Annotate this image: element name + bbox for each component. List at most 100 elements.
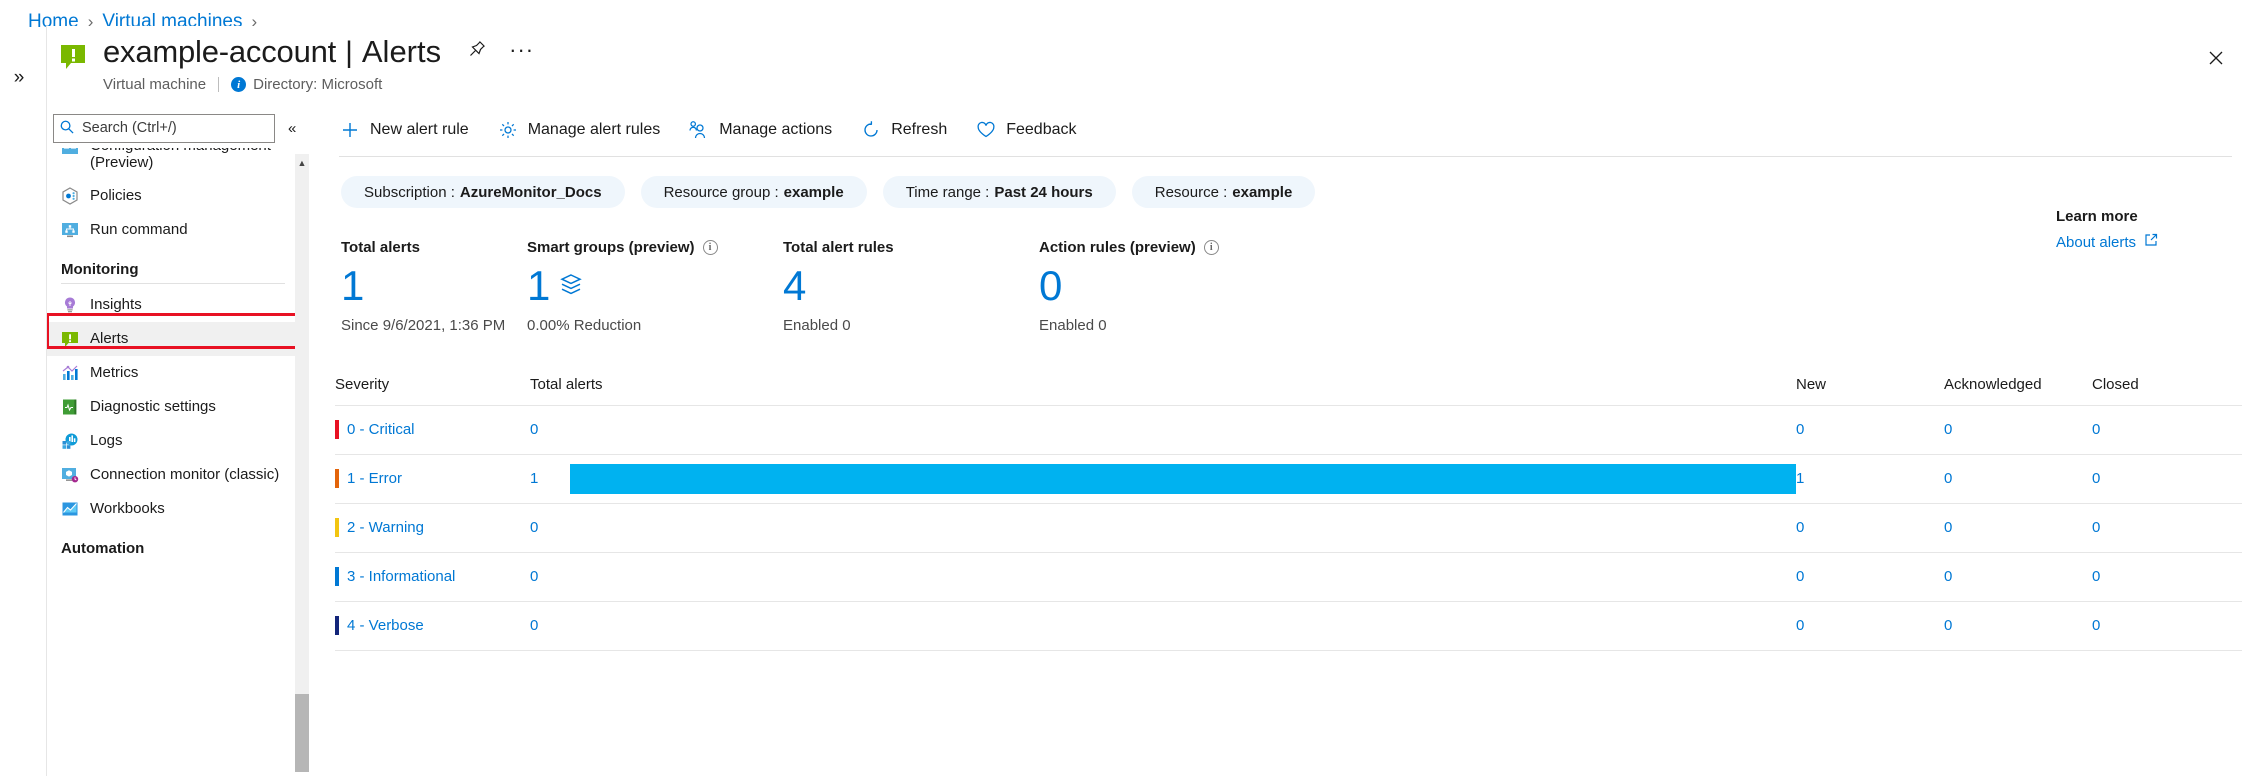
card-value[interactable]: 0	[1039, 262, 1063, 309]
severity-color-chip	[335, 469, 339, 489]
breadcrumb-separator-trailing: ›	[251, 12, 258, 31]
table-row[interactable]: 1 - Error 1 1 0 0	[335, 455, 2242, 504]
new-value[interactable]: 1	[1796, 469, 1805, 487]
search-icon	[56, 116, 80, 140]
alerts-icon	[61, 330, 79, 348]
scroll-up-arrow-icon[interactable]: ▲	[297, 158, 307, 168]
alerts-resource-icon	[59, 42, 89, 72]
close-icon[interactable]	[2200, 42, 2232, 74]
expand-sidebar-chevron-icon[interactable]: »	[13, 67, 25, 88]
toolbar-divider	[339, 156, 2232, 157]
total-alerts-value[interactable]: 1	[530, 469, 539, 487]
sidebar-item-metrics[interactable]: Metrics	[47, 356, 295, 390]
column-header-total-alerts: Total alerts	[530, 375, 603, 393]
severity-color-chip	[335, 616, 339, 636]
collapse-sidebar-chevron-icon[interactable]: «	[288, 119, 297, 137]
filter-label: Subscription :	[364, 183, 455, 201]
manage-alert-rules-button[interactable]: Manage alert rules	[493, 114, 674, 146]
table-row[interactable]: 2 - Warning 0 0 0 0	[335, 504, 2242, 553]
new-value[interactable]: 0	[1796, 420, 1805, 438]
toolbar-button-label: New alert rule	[370, 121, 469, 138]
filter-pill-resource-group[interactable]: Resource group : example	[640, 176, 867, 208]
sidebar-item-label: Alerts	[90, 330, 129, 348]
new-alert-rule-button[interactable]: New alert rule	[335, 114, 482, 146]
closed-value[interactable]: 0	[2092, 469, 2101, 487]
sidebar-item-insights[interactable]: Insights	[47, 288, 295, 322]
card-value-row[interactable]: 1	[527, 262, 783, 311]
severity-label[interactable]: 0 - Critical	[347, 421, 415, 439]
total-alerts-value[interactable]: 0	[530, 567, 539, 585]
plus-icon	[339, 119, 361, 141]
scrollbar-thumb[interactable]	[295, 694, 309, 772]
acknowledged-value[interactable]: 0	[1944, 420, 1953, 438]
filter-value: example	[783, 183, 844, 201]
card-subtext: Enabled 0	[783, 316, 851, 334]
search-input[interactable]: Search (Ctrl+/)	[53, 113, 275, 143]
new-value[interactable]: 0	[1796, 518, 1805, 536]
severity-bar-cell	[570, 553, 1796, 601]
info-icon[interactable]: i	[1203, 240, 1219, 255]
new-value[interactable]: 0	[1796, 567, 1805, 585]
severity-bar-fill	[570, 463, 1796, 494]
total-alerts-value[interactable]: 0	[530, 616, 539, 634]
directory-info-icon[interactable]: i	[231, 77, 247, 92]
feedback-button[interactable]: Feedback	[971, 114, 1089, 146]
acknowledged-value[interactable]: 0	[1944, 616, 1953, 634]
filter-pills: Subscription : AzureMonitor_Docs Resourc…	[335, 157, 2254, 208]
card-title: Smart groups (preview)	[527, 239, 695, 256]
about-alerts-link[interactable]: About alerts	[2056, 233, 2246, 251]
card-value[interactable]: 4	[783, 262, 807, 309]
sidebar-scrollbar[interactable]: ▲	[295, 154, 309, 772]
severity-label[interactable]: 3 - Informational	[347, 568, 456, 586]
blade-panel: example-account | Alerts ··· Virtual mac…	[46, 26, 2254, 776]
filter-pill-resource[interactable]: Resource : example	[1131, 176, 1316, 208]
sidebar-item-connection-monitor[interactable]: Connection monitor (classic)	[47, 458, 295, 492]
acknowledged-value[interactable]: 0	[1944, 567, 1953, 585]
sidebar-item-logs[interactable]: Logs	[47, 424, 295, 458]
more-options-icon[interactable]: ···	[509, 37, 535, 62]
table-row[interactable]: 4 - Verbose 0 0 0 0	[335, 602, 2242, 651]
sidebar-item-workbooks[interactable]: Workbooks	[47, 492, 295, 526]
card-subtext: Since 9/6/2021, 1:36 PM	[341, 316, 506, 334]
severity-label[interactable]: 1 - Error	[347, 470, 403, 488]
acknowledged-value[interactable]: 0	[1944, 518, 1953, 536]
sidebar-section-automation: Automation	[61, 540, 145, 557]
sidebar-item-label: Connection monitor (classic)	[90, 466, 280, 484]
total-alerts-value[interactable]: 0	[530, 420, 539, 438]
total-alerts-value[interactable]: 0	[530, 518, 539, 536]
closed-value[interactable]: 0	[2092, 567, 2101, 585]
gear-icon	[497, 119, 519, 141]
pin-icon[interactable]	[467, 39, 487, 65]
sidebar-item-configuration-management[interactable]: Configuration management (Preview)	[47, 148, 295, 179]
severity-bar-cell	[570, 406, 1796, 454]
page-title-block: example-account | Alerts ··· Virtual mac…	[103, 34, 534, 93]
info-icon[interactable]: i	[702, 240, 718, 255]
manage-actions-button[interactable]: Manage actions	[684, 114, 845, 146]
sidebar-section-divider	[61, 283, 285, 284]
sidebar-item-run-command[interactable]: Run command	[47, 213, 295, 247]
command-toolbar: New alert rule Manage alert rules	[335, 104, 2254, 156]
sidebar-item-diagnostic-settings[interactable]: Diagnostic settings	[47, 390, 295, 424]
severity-label[interactable]: 4 - Verbose	[347, 617, 424, 635]
sidebar-item-alerts[interactable]: Alerts	[47, 322, 295, 356]
closed-value[interactable]: 0	[2092, 518, 2101, 536]
blade-header: example-account | Alerts ··· Virtual mac…	[47, 26, 2254, 104]
card-title: Total alert rules	[783, 239, 894, 256]
new-value[interactable]: 0	[1796, 616, 1805, 634]
card-title-row: Action rules (preview) i	[1039, 239, 1295, 256]
filter-pill-time-range[interactable]: Time range : Past 24 hours	[882, 176, 1116, 208]
card-value[interactable]: 1	[341, 262, 365, 309]
table-row[interactable]: 0 - Critical 0 0 0 0	[335, 406, 2242, 455]
sidebar-nav-scroll: Configuration management (Preview) Poli	[47, 148, 309, 772]
closed-value[interactable]: 0	[2092, 420, 2101, 438]
toolbar-button-label: Refresh	[891, 121, 948, 138]
people-icon	[688, 119, 710, 141]
refresh-button[interactable]: Refresh	[856, 114, 960, 146]
filter-pill-subscription[interactable]: Subscription : AzureMonitor_Docs	[341, 176, 625, 208]
severity-label[interactable]: 2 - Warning	[347, 519, 424, 537]
acknowledged-value[interactable]: 0	[1944, 469, 1953, 487]
learn-more-title: Learn more	[2056, 208, 2138, 225]
sidebar-item-policies[interactable]: Policies	[47, 179, 295, 213]
table-row[interactable]: 3 - Informational 0 0 0 0	[335, 553, 2242, 602]
closed-value[interactable]: 0	[2092, 616, 2101, 634]
